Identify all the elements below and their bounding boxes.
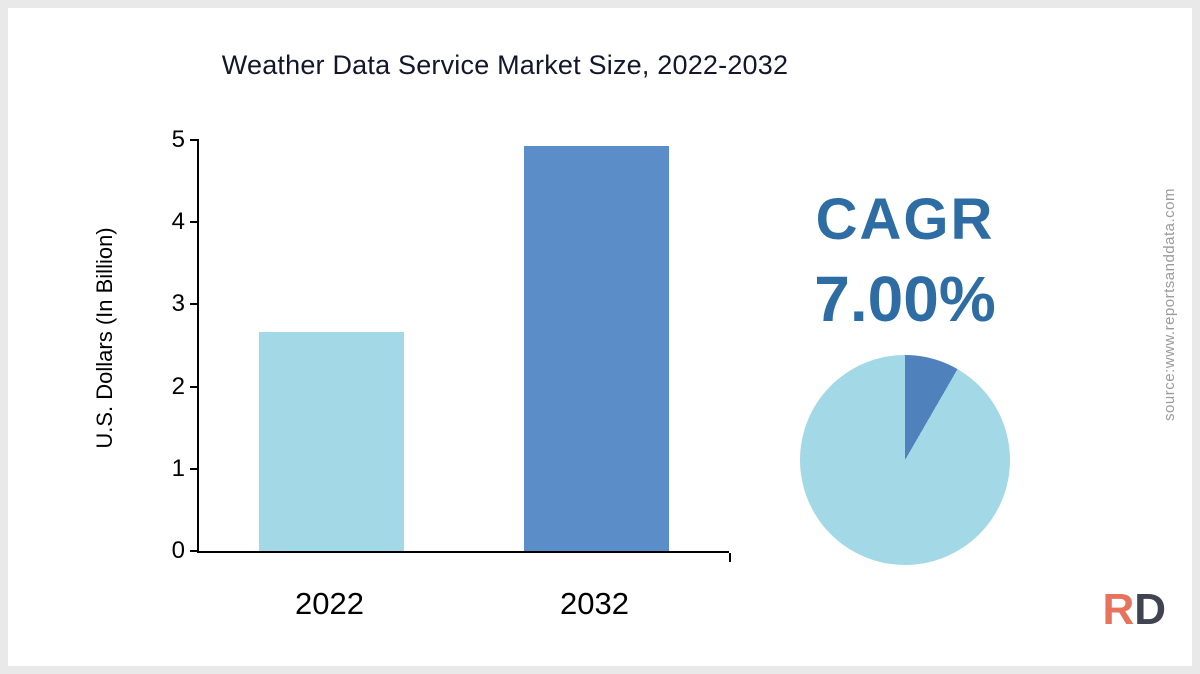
- bar-2022: [259, 331, 404, 551]
- y-tick-mark: [190, 550, 199, 552]
- y-tick-label: 4: [171, 208, 185, 236]
- bar-chart-plot-area: 0 1 2 3 4 5: [172, 128, 731, 563]
- x-tick-label-2022: 2022: [295, 586, 364, 621]
- bar-2032: [524, 145, 669, 551]
- y-tick-label: 5: [171, 126, 185, 153]
- x-axis-end-tick: [729, 553, 731, 562]
- cagr-pie-chart: [800, 355, 1010, 565]
- reports-and-data-logo: RD: [1102, 588, 1166, 632]
- y-tick-label: 2: [171, 372, 185, 400]
- y-tick-label: 0: [171, 537, 185, 564]
- y-tick-mark: [190, 221, 199, 224]
- bars-container: [199, 140, 729, 551]
- y-tick-label: 1: [171, 454, 185, 482]
- x-tick-label-2032: 2032: [560, 586, 629, 621]
- y-axis-label: U.S. Dollars (In Billion): [92, 227, 117, 449]
- y-tick-mark: [190, 467, 199, 470]
- logo-letter-d: D: [1134, 585, 1166, 634]
- chart-title: Weather Data Service Market Size, 2022-2…: [221, 50, 789, 80]
- cagr-label: CAGR: [815, 187, 995, 252]
- cagr-value: 7.00%: [814, 263, 996, 335]
- y-tick-mark: [190, 139, 199, 141]
- x-axis-labels: 2022 2032: [197, 586, 727, 622]
- y-tick-mark: [190, 385, 199, 388]
- y-tick-label: 3: [171, 290, 185, 318]
- y-tick-mark: [190, 303, 199, 306]
- logo-letter-r: R: [1102, 585, 1135, 634]
- chart-card: Weather Data Service Market Size, 2022-2…: [8, 8, 1192, 666]
- source-attribution: source:www.reportsanddata.com: [1161, 188, 1178, 421]
